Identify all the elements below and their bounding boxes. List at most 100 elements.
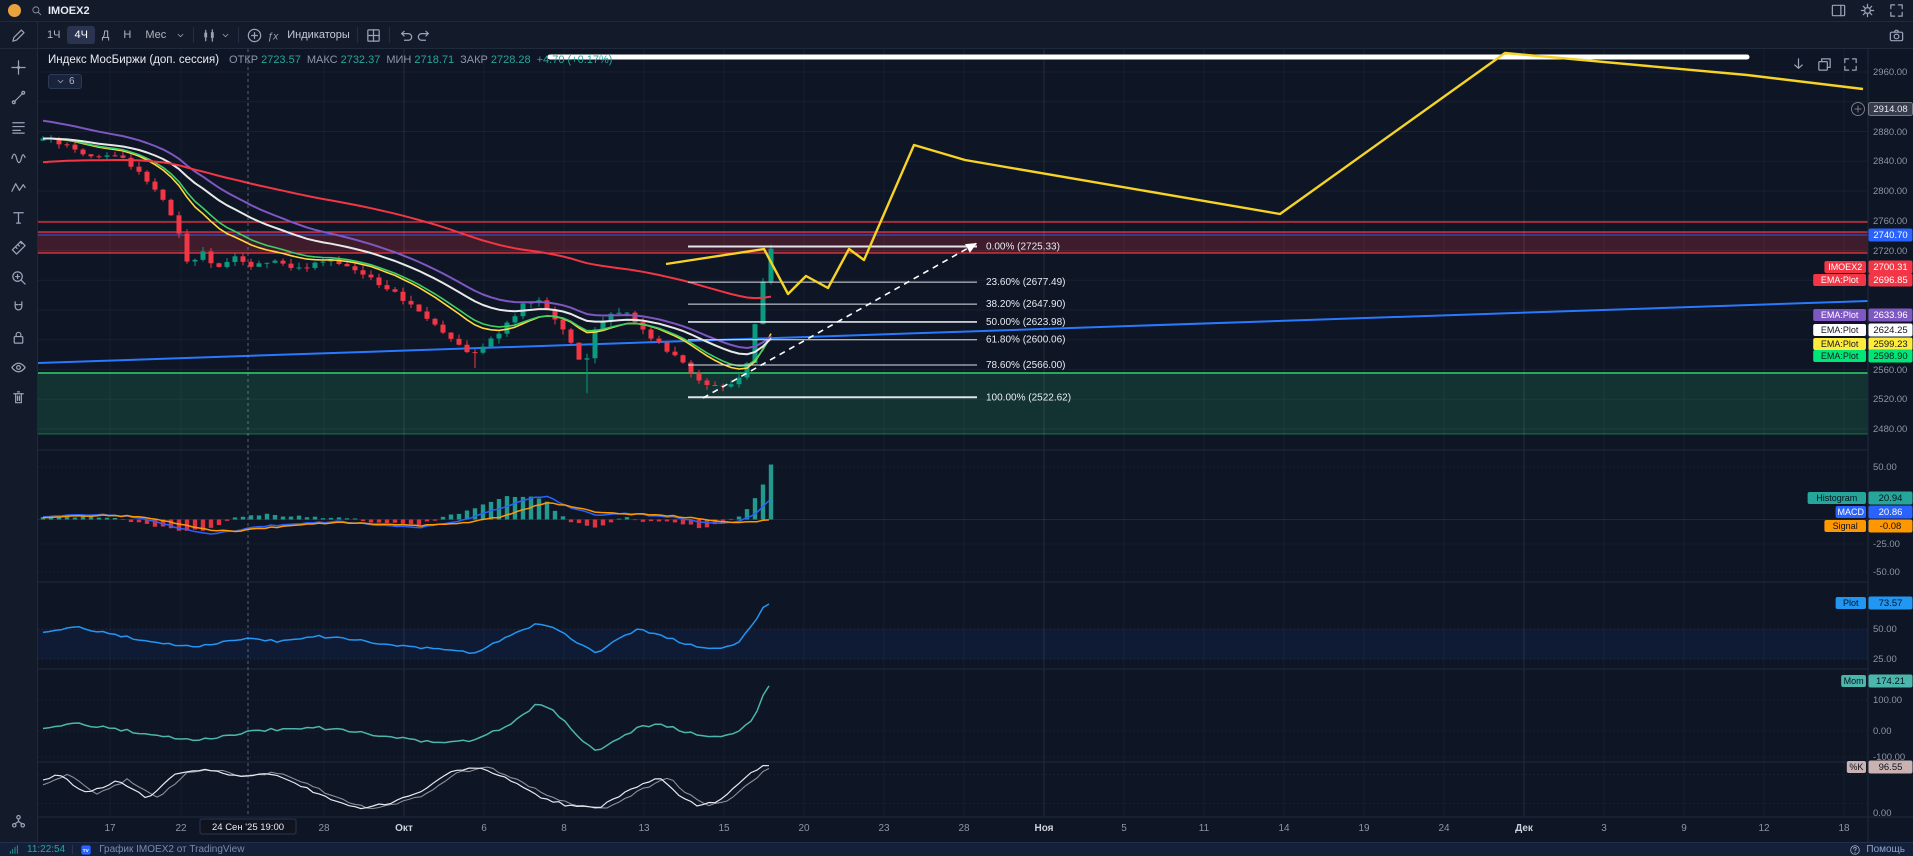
support-zone[interactable]: [38, 373, 1868, 434]
trash-icon[interactable]: [6, 387, 32, 408]
zoom-in-icon: [10, 269, 27, 286]
price-scale-background: [1868, 49, 1913, 842]
search-icon: [31, 5, 42, 16]
fib-label: 0.00% (2725.33): [986, 242, 1060, 253]
account-avatar[interactable]: [8, 4, 21, 17]
lock-icon[interactable]: [6, 327, 32, 348]
svg-text:2599.23: 2599.23: [1873, 339, 1907, 350]
indicators-collapse-pill[interactable]: 6: [48, 74, 82, 89]
magnet-icon[interactable]: [6, 297, 32, 318]
chart-canvas[interactable]: [38, 49, 1868, 817]
price-tick: 25.00: [1873, 654, 1897, 665]
price-label: 20.86 MACD: [1835, 505, 1913, 519]
ema-line[interactable]: [43, 137, 772, 356]
svg-text:Histogram: Histogram: [1816, 493, 1857, 503]
chevron-down-icon: [55, 76, 66, 87]
fib-label: 61.80% (2600.06): [986, 335, 1066, 346]
statusbar: 11:22:54 TV График IMOEX2 от TradingView…: [0, 842, 1913, 856]
layout-panels-icon[interactable]: [1830, 2, 1847, 19]
svg-text:73.57: 73.57: [1879, 598, 1903, 609]
resistance-zone[interactable]: [38, 232, 1868, 253]
trendline-icon[interactable]: [6, 87, 32, 108]
timeframe-chevron-icon[interactable]: [175, 30, 186, 41]
object-tree-icon[interactable]: [6, 811, 32, 832]
indicators-button[interactable]: ƒx Индикаторы: [265, 27, 350, 44]
draw-pencil-icon[interactable]: [10, 27, 27, 44]
zoom-in-icon[interactable]: [6, 267, 32, 288]
help-button[interactable]: Помощь: [1849, 844, 1905, 856]
ohlc-value: 2723.57: [261, 54, 301, 66]
fib-retracement[interactable]: 0.00% (2725.33) 23.60% (2677.49) 38.20% (2…: [688, 242, 1071, 404]
price-tick: 100.00: [1873, 695, 1902, 706]
chart-attribution-link[interactable]: График IMOEX2 от TradingView: [99, 844, 245, 855]
stoch-d-line: [42, 766, 770, 810]
chart-style-candles-icon[interactable]: [201, 27, 218, 44]
projection-line[interactable]: [665, 51, 1864, 296]
ema-line[interactable]: [43, 137, 772, 367]
fullscreen-icon[interactable]: [1888, 2, 1905, 19]
timeframe-Н[interactable]: Н: [116, 26, 138, 44]
time-tick: 23: [878, 823, 890, 834]
ruler-icon[interactable]: [6, 237, 32, 258]
time-tick: 3: [1601, 823, 1607, 834]
svg-text:2740.70: 2740.70: [1873, 230, 1907, 241]
fib-retracement-icon[interactable]: [6, 117, 32, 138]
ohlc-label: ОТКР: [229, 54, 259, 66]
svg-text:ƒx: ƒx: [268, 31, 280, 42]
stoch-k-line: [42, 764, 770, 810]
compare-add-icon[interactable]: [246, 27, 263, 44]
layout-grid-icon[interactable]: [365, 27, 382, 44]
ohlc-label: ЗАКР: [460, 54, 488, 66]
wave-icon[interactable]: [6, 147, 32, 168]
chart-canvas-svg[interactable]: 0.00% (2725.33) 23.60% (2677.49) 38.20% (2…: [38, 49, 1913, 842]
time-axis[interactable]: [38, 817, 1868, 842]
crosshair-icon[interactable]: [6, 57, 32, 78]
time-tick: Ноя: [1034, 823, 1053, 834]
ema-line[interactable]: [42, 119, 772, 349]
tradingview-logo-icon[interactable]: TV: [80, 844, 92, 856]
price-label: 2696.85 EMA:Plot: [1813, 273, 1913, 287]
chart-legend[interactable]: Индекс МосБиржи (доп. сессия) ОТКР 2723.5…: [48, 54, 612, 66]
chart-style-chevron-icon[interactable]: [220, 30, 231, 41]
redo-icon[interactable]: [416, 27, 433, 44]
ohlc-value: 2728.28: [490, 54, 531, 66]
toolbar-divider: [356, 27, 358, 43]
time-tick: 28: [958, 823, 970, 834]
trend-line[interactable]: [38, 300, 1869, 364]
svg-text:20.94: 20.94: [1879, 493, 1903, 504]
chart-background: [38, 49, 1913, 842]
timeframe-1Ч[interactable]: 1Ч: [40, 26, 67, 44]
timeframe-Д[interactable]: Д: [95, 26, 116, 44]
price-scale[interactable]: [1868, 49, 1913, 842]
timeframe-Мес[interactable]: Мес: [138, 26, 173, 44]
time-tick: 20: [798, 823, 810, 834]
trendline-icon: [10, 89, 27, 106]
time-tick: 9: [1681, 823, 1687, 834]
ema-line[interactable]: [42, 159, 772, 300]
svg-text:EMA:Plot: EMA:Plot: [1821, 339, 1859, 349]
price-tick: 0.00: [1873, 726, 1892, 737]
add-alert-plus-icon[interactable]: [1851, 102, 1865, 116]
pattern-icon[interactable]: [6, 177, 32, 198]
settings-gear-icon[interactable]: [1859, 2, 1876, 19]
eye-icon[interactable]: [6, 357, 32, 378]
maximize-pane-icon[interactable]: [1842, 56, 1859, 73]
go-to-realtime-icon[interactable]: [1790, 56, 1807, 73]
undo-icon[interactable]: [397, 27, 414, 44]
time-tick: Дек: [1515, 823, 1534, 834]
price-tick: -100.00: [1873, 752, 1905, 763]
trash-icon: [10, 389, 27, 406]
fib-label: 38.20% (2647.90): [986, 299, 1066, 310]
magnet-icon: [10, 299, 27, 316]
pattern-icon: [10, 179, 27, 196]
restore-pane-icon[interactable]: [1816, 56, 1833, 73]
symbol-search-button[interactable]: IMOEX2: [31, 5, 90, 17]
timeframe-4Ч[interactable]: 4Ч: [67, 26, 95, 44]
text-icon[interactable]: [6, 207, 32, 228]
toolbar-divider: [238, 27, 240, 43]
wave-icon: [10, 149, 27, 166]
time-tick: Окт: [395, 823, 413, 834]
trend-arrow[interactable]: [702, 242, 978, 399]
camera-icon[interactable]: [1888, 27, 1905, 44]
price-label: 73.57 Plot: [1835, 596, 1913, 610]
